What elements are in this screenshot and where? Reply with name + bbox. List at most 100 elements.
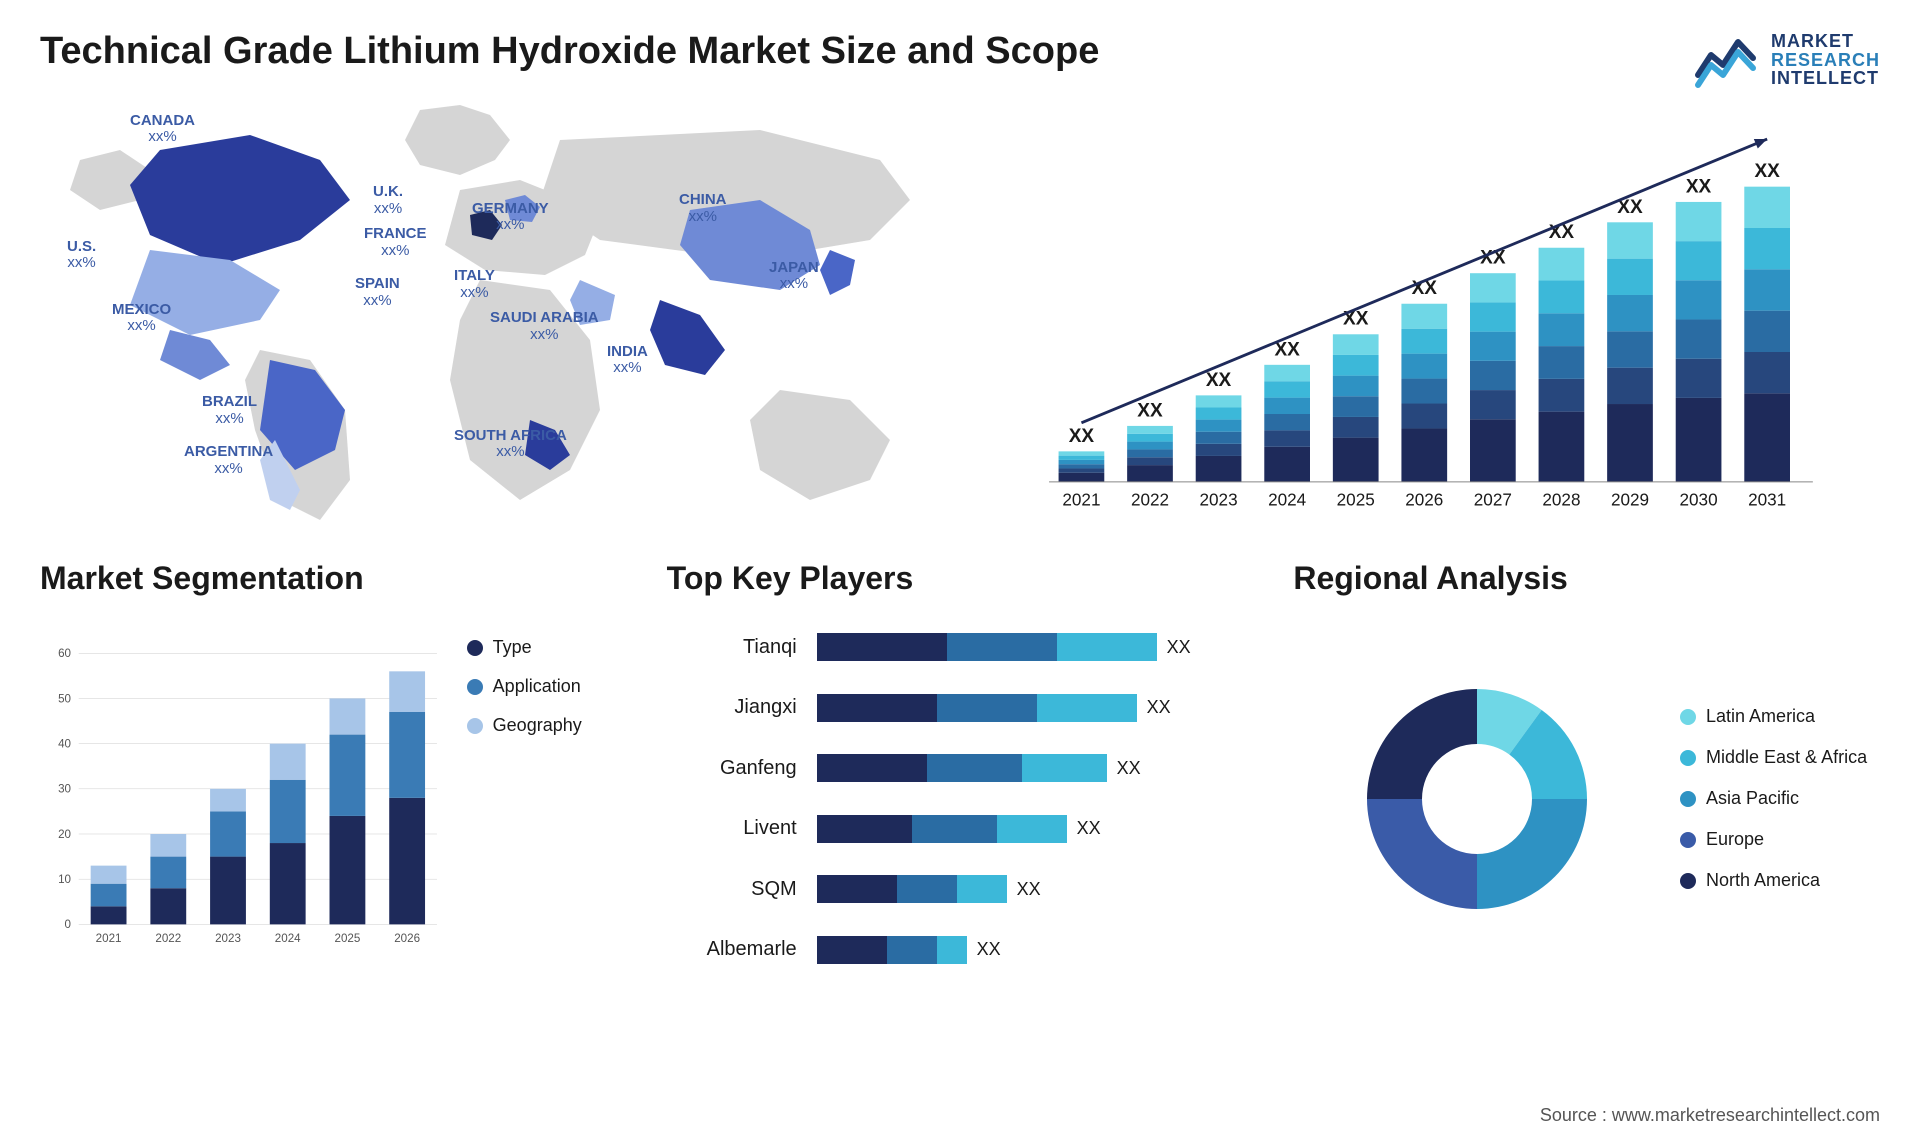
player-bar-row: XX	[817, 633, 1254, 661]
legend-label: Asia Pacific	[1706, 788, 1799, 809]
player-bar-row: XX	[817, 694, 1254, 722]
svg-text:0: 0	[65, 918, 71, 931]
player-bar	[817, 694, 1137, 722]
player-value: XX	[1017, 879, 1041, 900]
player-label: SQM	[667, 878, 797, 901]
map-label: U.K.xx%	[373, 184, 403, 217]
player-bar-seg	[817, 815, 912, 843]
map-label: SAUDI ARABIAxx%	[490, 310, 599, 343]
svg-text:20: 20	[58, 828, 71, 841]
player-bar-seg	[947, 633, 1057, 661]
svg-text:60: 60	[58, 647, 71, 660]
legend-swatch-icon	[1680, 709, 1696, 725]
player-bar-seg	[927, 754, 1022, 782]
segmentation-chart: 0102030405060202120222023202420252026	[40, 617, 447, 980]
page-title: Technical Grade Lithium Hydroxide Market…	[40, 30, 1099, 73]
regional-donut	[1293, 669, 1660, 929]
svg-text:2026: 2026	[1405, 490, 1443, 510]
player-bar-row: XX	[817, 936, 1254, 964]
player-bar-seg	[817, 754, 927, 782]
legend-item: Type	[467, 637, 627, 658]
legend-item: Latin America	[1680, 706, 1880, 727]
svg-text:2025: 2025	[335, 932, 361, 945]
source-text: Source : www.marketresearchintellect.com	[1540, 1105, 1880, 1126]
logo-mark-icon	[1693, 30, 1763, 90]
legend-label: Application	[493, 676, 581, 697]
player-bar-seg	[817, 694, 937, 722]
legend-swatch-icon	[1680, 750, 1696, 766]
map-label: GERMANYxx%	[472, 201, 549, 234]
players-panel: Top Key Players TianqiJiangxiGanfengLive…	[667, 560, 1254, 980]
player-bar-seg	[957, 875, 1007, 903]
svg-text:2021: 2021	[1062, 490, 1100, 510]
player-label: Ganfeng	[667, 757, 797, 780]
legend-label: Latin America	[1706, 706, 1815, 727]
svg-text:10: 10	[58, 873, 71, 886]
map-label: CHINAxx%	[679, 192, 727, 225]
players-labels: TianqiJiangxiGanfengLiventSQMAlbemarle	[667, 617, 807, 980]
segmentation-panel: Market Segmentation 0 10 20 30 40 50 60 2021 202…	[40, 560, 627, 980]
player-value: XX	[1077, 818, 1101, 839]
brand-logo: MARKET RESEARCH INTELLECT	[1693, 30, 1880, 90]
player-bar-seg	[897, 875, 957, 903]
legend-swatch-icon	[1680, 791, 1696, 807]
player-bar-seg	[817, 633, 947, 661]
player-bar-seg	[1037, 694, 1137, 722]
logo-line1: MARKET	[1771, 32, 1880, 51]
regional-panel: Regional Analysis Latin AmericaMiddle Ea…	[1293, 560, 1880, 980]
world-map-region: CANADAxx%U.S.xx%MEXICOxx%BRAZILxx%ARGENT…	[40, 100, 940, 520]
svg-text:XX: XX	[1137, 400, 1163, 421]
player-bar-row: XX	[817, 754, 1254, 782]
player-bar-seg	[817, 936, 887, 964]
players-bars: XX XX XX XX XX XX	[817, 617, 1254, 980]
player-bar-row: XX	[817, 815, 1254, 843]
regional-legend: Latin America Middle East & Africa Asia Pa…	[1680, 706, 1880, 891]
legend-item: Middle East & Africa	[1680, 747, 1880, 768]
legend-label: North America	[1706, 870, 1820, 891]
svg-text:XX: XX	[1069, 426, 1095, 447]
player-bar-seg	[817, 875, 897, 903]
map-label: BRAZILxx%	[202, 394, 257, 427]
svg-text:2028: 2028	[1542, 490, 1580, 510]
legend-swatch-icon	[467, 679, 483, 695]
player-value: XX	[1147, 697, 1171, 718]
player-bar-seg	[1057, 633, 1157, 661]
legend-swatch-icon	[467, 640, 483, 656]
segmentation-legend: Type Application Geography	[467, 617, 627, 980]
svg-text:2021: 2021	[96, 932, 122, 945]
player-value: XX	[1167, 637, 1191, 658]
svg-text:30: 30	[58, 783, 71, 796]
player-bar-seg	[912, 815, 997, 843]
legend-label: Geography	[493, 715, 582, 736]
svg-text:XX: XX	[1206, 370, 1232, 391]
legend-item: Europe	[1680, 829, 1880, 850]
players-title: Top Key Players	[667, 560, 1254, 597]
legend-item: Geography	[467, 715, 627, 736]
svg-text:50: 50	[58, 692, 71, 705]
map-label: SOUTH AFRICAxx%	[454, 428, 567, 461]
svg-text:40: 40	[58, 738, 71, 751]
logo-line3: INTELLECT	[1771, 69, 1880, 88]
player-bar-row: XX	[817, 875, 1254, 903]
legend-label: Middle East & Africa	[1706, 747, 1867, 768]
svg-text:2031: 2031	[1748, 490, 1786, 510]
player-bar	[817, 754, 1107, 782]
logo-line2: RESEARCH	[1771, 51, 1880, 70]
map-label: MEXICOxx%	[112, 302, 171, 335]
svg-text:XX: XX	[1686, 176, 1712, 197]
player-bar-seg	[997, 815, 1067, 843]
svg-text:2029: 2029	[1611, 490, 1649, 510]
svg-text:XX: XX	[1754, 161, 1780, 182]
svg-text:2025: 2025	[1337, 490, 1375, 510]
map-label: FRANCExx%	[364, 226, 427, 259]
svg-text:XX: XX	[1480, 248, 1506, 269]
player-label: Jiangxi	[667, 696, 797, 719]
segmentation-title: Market Segmentation	[40, 560, 627, 597]
map-label: SPAINxx%	[355, 276, 400, 309]
player-label: Livent	[667, 817, 797, 840]
map-label: ITALYxx%	[454, 268, 495, 301]
map-label: ARGENTINAxx%	[184, 444, 273, 477]
player-label: Albemarle	[667, 938, 797, 961]
player-bar	[817, 633, 1157, 661]
map-label: INDIAxx%	[607, 344, 648, 377]
